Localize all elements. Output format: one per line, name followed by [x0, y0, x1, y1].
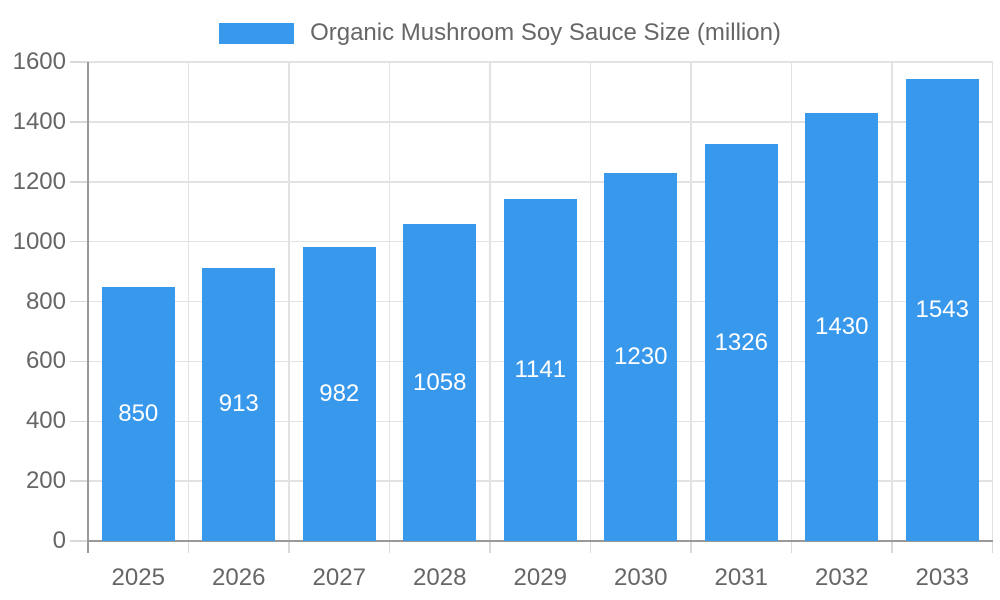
x-tick-label: 2026 [212, 564, 266, 591]
x-tick-label: 2031 [714, 564, 768, 591]
y-axis-tick [70, 360, 88, 363]
y-tick-label: 1000 [12, 227, 66, 255]
y-tick-label: 200 [25, 467, 66, 495]
x-tick-label: 2033 [915, 564, 969, 591]
y-axis-tick [70, 121, 88, 123]
bar-value-label: 1230 [614, 342, 668, 370]
x-axis-tick [690, 541, 692, 553]
y-tick-label: 1600 [12, 48, 66, 75]
v-gridline [288, 62, 290, 541]
x-tick-label: 2025 [111, 564, 165, 591]
legend-swatch [219, 22, 295, 44]
y-tick-label: 800 [25, 287, 66, 315]
y-tick-label: 1400 [12, 107, 66, 135]
x-tick-label: 2028 [413, 564, 467, 591]
bar[interactable]: 1326 [704, 144, 778, 541]
x-axis-tick [991, 541, 994, 553]
v-gridline [187, 62, 190, 541]
x-axis-tick [388, 541, 391, 553]
legend-label: Organic Mushroom Soy Sauce Size (million… [310, 19, 781, 46]
h-gridline [88, 61, 993, 63]
y-tick-label: 400 [25, 407, 66, 435]
y-axis-tick [70, 540, 88, 542]
y-tick-label: 1200 [12, 167, 66, 195]
x-tick-label: 2027 [312, 564, 366, 591]
h-gridline [88, 181, 993, 183]
y-axis-tick [70, 300, 88, 303]
v-gridline [790, 62, 793, 541]
bar-value-label: 850 [118, 399, 159, 427]
y-axis-tick [70, 480, 88, 482]
bar-value-label: 1326 [714, 328, 768, 356]
bar-value-label: 913 [218, 390, 259, 418]
y-axis-tick [70, 240, 88, 243]
y-axis-tick [70, 420, 88, 422]
x-axis-tick [187, 541, 190, 553]
x-tick-label: 2030 [614, 564, 668, 591]
y-tick-label: 600 [25, 347, 66, 375]
bar[interactable]: 850 [101, 286, 175, 541]
x-axis-tick [288, 541, 290, 553]
x-axis-line [87, 540, 993, 542]
y-tick-label: 0 [52, 527, 66, 554]
y-axis-line [87, 62, 89, 553]
x-tick-label: 2032 [815, 564, 869, 591]
y-axis-tick [70, 181, 88, 183]
x-axis-tick [891, 541, 893, 553]
legend-item[interactable]: Organic Mushroom Soy Sauce Size (million… [0, 19, 1000, 47]
v-gridline [891, 62, 893, 541]
bar[interactable]: 1058 [403, 224, 477, 541]
bar-value-label: 982 [319, 379, 360, 407]
bar-value-label: 1141 [514, 356, 567, 384]
bar[interactable]: 1543 [905, 79, 979, 541]
bar[interactable]: 1430 [805, 112, 879, 541]
bar[interactable]: 1141 [503, 199, 577, 541]
bar[interactable]: 913 [202, 267, 276, 541]
bar-value-label: 1058 [413, 368, 467, 396]
x-axis-tick [489, 541, 491, 553]
y-axis-tick [70, 61, 88, 63]
v-gridline [589, 62, 592, 541]
v-gridline [489, 62, 491, 541]
x-tick-label: 2029 [513, 564, 567, 591]
bar[interactable]: 982 [302, 247, 376, 541]
v-gridline [388, 62, 391, 541]
bar-value-label: 1543 [915, 296, 969, 324]
v-gridline [690, 62, 692, 541]
bar-value-label: 1430 [815, 312, 869, 340]
h-gridline [88, 121, 993, 123]
x-axis-tick [589, 541, 592, 553]
x-axis-tick [790, 541, 793, 553]
v-gridline [991, 62, 994, 541]
bar[interactable]: 1230 [604, 172, 678, 541]
